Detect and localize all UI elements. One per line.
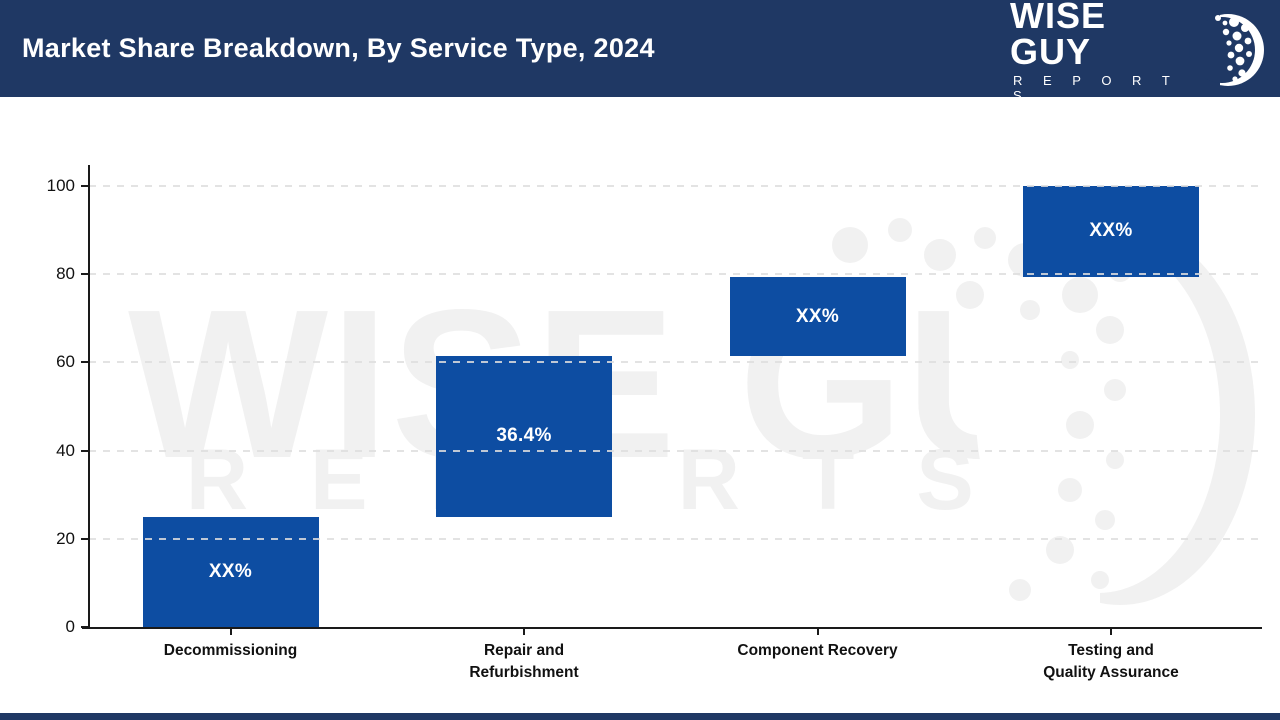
gridline [89, 537, 1262, 540]
x-axis-tick [1110, 629, 1112, 635]
bar-segment: XX% [729, 276, 906, 357]
category-label: Testing and Quality Assurance [1043, 642, 1179, 681]
y-axis-tick [81, 361, 88, 364]
gridline [89, 273, 1262, 276]
bar-segment: 36.4% [436, 356, 612, 517]
y-axis-tick [81, 273, 88, 276]
brand-logo-text: WISE GUY R E P O R T S [1010, 0, 1188, 103]
x-axis-tick [229, 629, 232, 635]
y-tick-label: 80 [56, 264, 75, 284]
bar-value-label: XX% [795, 305, 840, 327]
x-axis-tick [816, 629, 819, 635]
y-tick-label: 20 [56, 528, 75, 548]
category-label: Component Recovery [737, 642, 898, 659]
x-axis-tick [523, 629, 525, 635]
x-axis-line [82, 627, 1262, 629]
page-title: Market Share Breakdown, By Service Type,… [22, 33, 655, 63]
bar-value-label: XX% [208, 560, 253, 582]
footer-bar [0, 713, 1280, 720]
bar-segment: XX% [142, 516, 319, 627]
y-axis-tick [81, 185, 88, 187]
gridline [89, 361, 1262, 364]
dotted-face-icon [1189, 14, 1264, 86]
header-bar: Market Share Breakdown, By Service Type,… [0, 0, 1280, 103]
brand-name: WISE GUY [1010, 0, 1107, 72]
brand-subtitle: R E P O R T S [1013, 72, 1179, 103]
bar-value-label: XX% [1089, 220, 1133, 242]
bar-segment: XX% [1023, 186, 1199, 277]
y-tick-label: 40 [56, 440, 75, 460]
y-axis-tick [81, 449, 88, 452]
gridline [89, 449, 1262, 452]
y-axis-tick [81, 537, 88, 540]
y-tick-label: 0 [65, 617, 75, 636]
bar-value-label: 36.4% [496, 425, 552, 447]
y-tick-label: 60 [56, 352, 75, 372]
category-label: Decommissioning [163, 642, 298, 659]
category-label: Repair and Refurbishment [469, 642, 579, 681]
y-axis-line [88, 165, 90, 629]
y-tick-label: 100 [46, 176, 75, 195]
gridline [89, 185, 1262, 187]
brand-logo: WISE GUY R E P O R T S [1010, 0, 1266, 103]
